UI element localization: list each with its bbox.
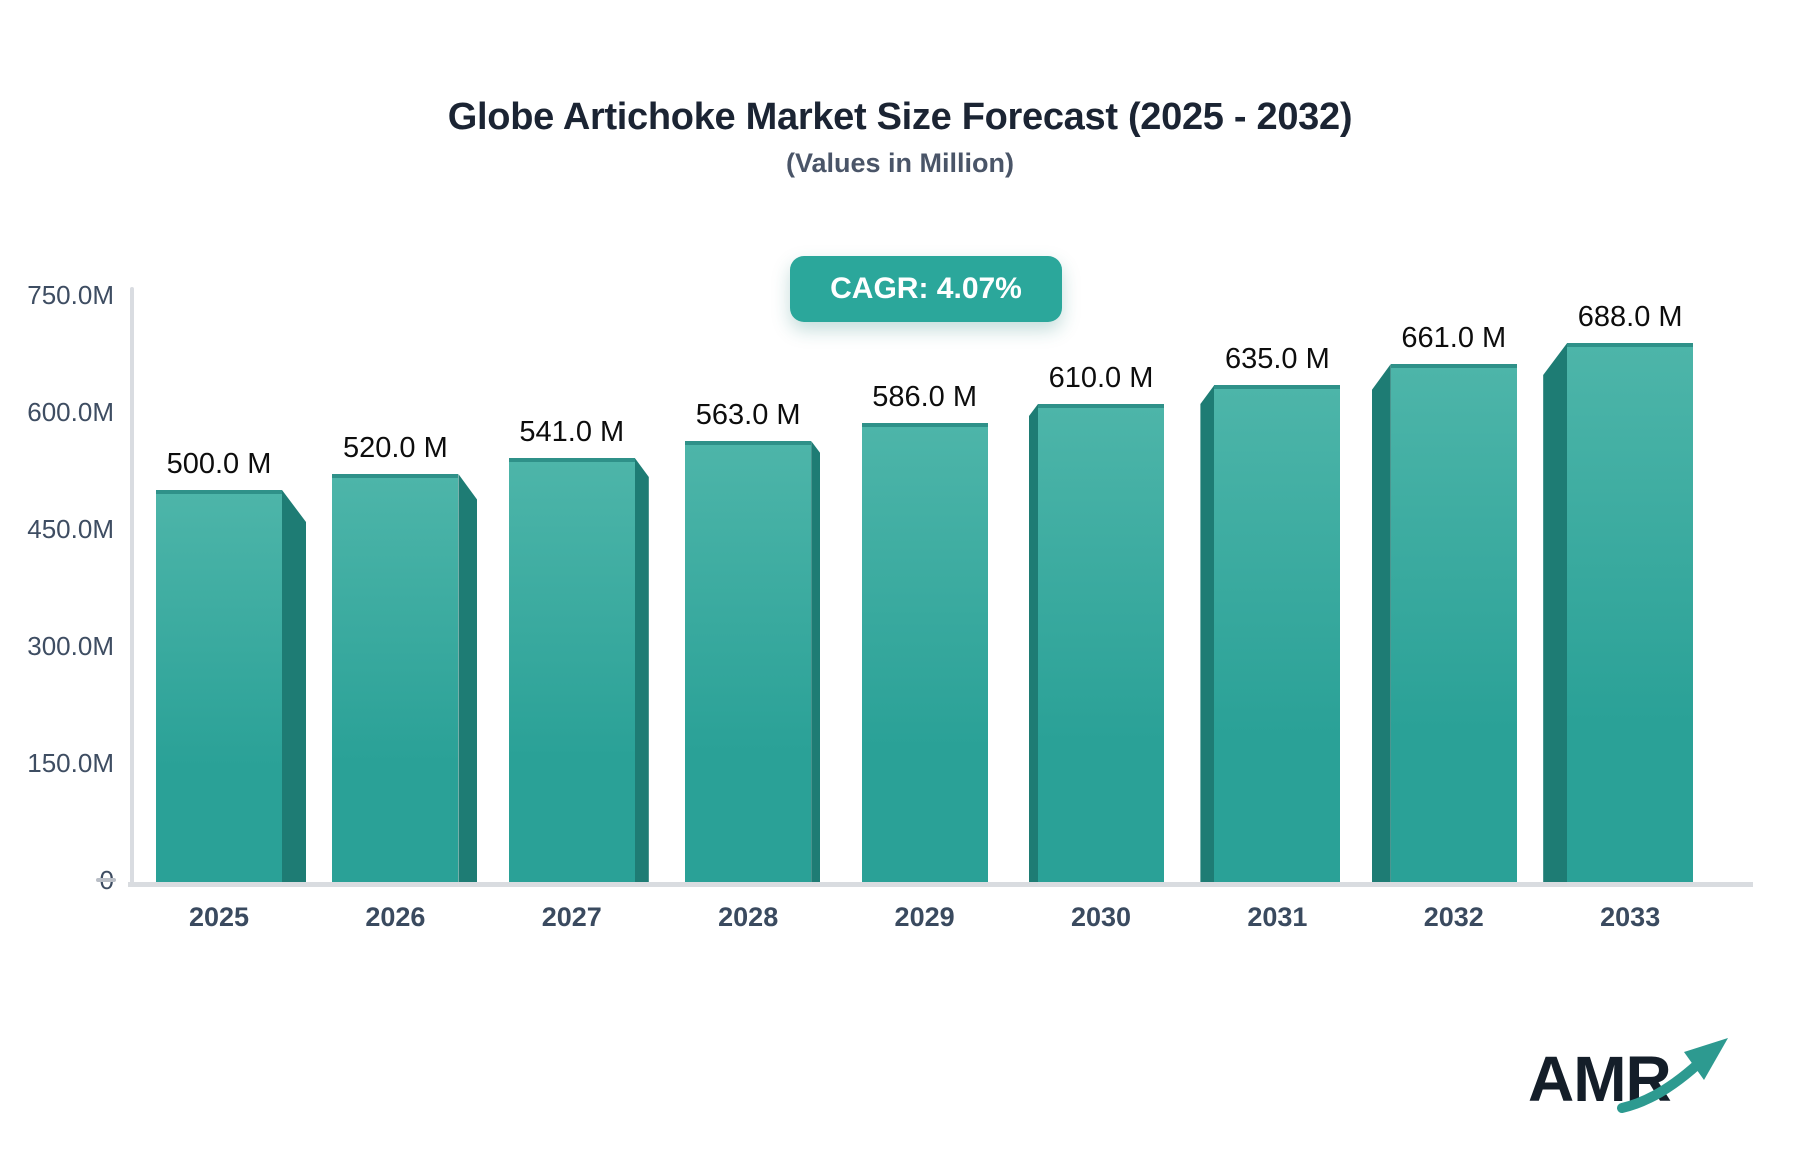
bar-right-side-face-2027 — [634, 458, 649, 884]
bar-face-2027[interactable] — [508, 458, 635, 884]
y-axis-zero-tick — [96, 878, 116, 882]
bar-right-side-face-2026 — [458, 474, 478, 884]
bar-2030[interactable] — [1029, 404, 1164, 884]
bar-2031[interactable] — [1200, 385, 1341, 884]
bar-2025[interactable] — [156, 490, 306, 884]
bar-left-side-face-2031 — [1200, 385, 1215, 884]
cagr-badge: CAGR: 4.07% — [790, 256, 1062, 322]
x-axis-label-2033: 2033 — [1600, 902, 1661, 932]
bar-face-2028[interactable] — [685, 441, 812, 884]
bar-2026[interactable] — [332, 474, 478, 884]
bar-face-2025[interactable] — [156, 490, 282, 884]
bar-left-side-face-2030 — [1029, 404, 1038, 884]
bar-face-2026[interactable] — [332, 474, 459, 884]
y-axis-tick-label: 600.0M — [27, 397, 114, 427]
bar-face-2033[interactable] — [1567, 343, 1694, 884]
growth-arrow-icon — [1617, 1038, 1728, 1113]
bar-value-label-2033: 688.0 M — [1577, 301, 1683, 333]
chart-title: Globe Artichoke Market Size Forecast (20… — [447, 96, 1353, 138]
x-axis-label-2031: 2031 — [1247, 902, 1308, 932]
y-axis-tick-label: 750.0M — [27, 280, 114, 310]
x-axis-label-2030: 2030 — [1070, 902, 1132, 932]
bar-left-side-face-2032 — [1371, 364, 1391, 884]
bar-value-label-2026: 520.0 M — [342, 432, 448, 464]
bar-face-2032[interactable] — [1390, 364, 1517, 884]
bar-2033[interactable] — [1543, 343, 1694, 884]
bar-2027[interactable] — [508, 458, 649, 884]
x-axis-label-2028: 2028 — [718, 902, 779, 932]
x-axis-label-2029: 2029 — [894, 902, 955, 932]
x-axis-label-2032: 2032 — [1423, 902, 1484, 932]
x-axis-label-2025: 2025 — [188, 902, 250, 932]
amr-logo: AMR — [1528, 1034, 1768, 1126]
cagr-badge-label: CAGR: 4.07% — [830, 272, 1022, 305]
y-axis-tick-label: 150.0M — [27, 748, 114, 778]
bar-2032[interactable] — [1371, 364, 1517, 884]
chart-subtitle: (Values in Million) — [785, 148, 1015, 178]
bar-2029[interactable] — [861, 423, 988, 884]
bar-left-side-face-2033 — [1543, 343, 1568, 884]
bar-right-side-face-2028 — [811, 441, 821, 884]
bar-value-label-2030: 610.0 M — [1048, 362, 1154, 394]
x-axis-label-2027: 2027 — [541, 902, 602, 932]
y-axis-tick-label: 450.0M — [27, 514, 114, 544]
bar-value-label-2027: 541.0 M — [519, 416, 625, 448]
bar-value-label-2025: 500.0 M — [166, 448, 272, 480]
bar-face-2031[interactable] — [1214, 385, 1341, 884]
bar-face-2029[interactable] — [861, 423, 988, 884]
bar-value-label-2032: 661.0 M — [1401, 322, 1507, 354]
x-axis-label-2026: 2026 — [365, 902, 426, 932]
bar-value-label-2029: 586.0 M — [872, 381, 977, 413]
y-axis-tick-label: 300.0M — [27, 631, 114, 661]
x-axis-baseline — [128, 882, 1753, 887]
bar-2028[interactable] — [685, 441, 821, 884]
y-axis-line — [130, 287, 134, 886]
bar-face-2030[interactable] — [1038, 404, 1164, 884]
bar-value-label-2031: 635.0 M — [1224, 343, 1330, 375]
bar-value-label-2028: 563.0 M — [695, 399, 801, 431]
bar-right-side-face-2025 — [282, 490, 306, 884]
